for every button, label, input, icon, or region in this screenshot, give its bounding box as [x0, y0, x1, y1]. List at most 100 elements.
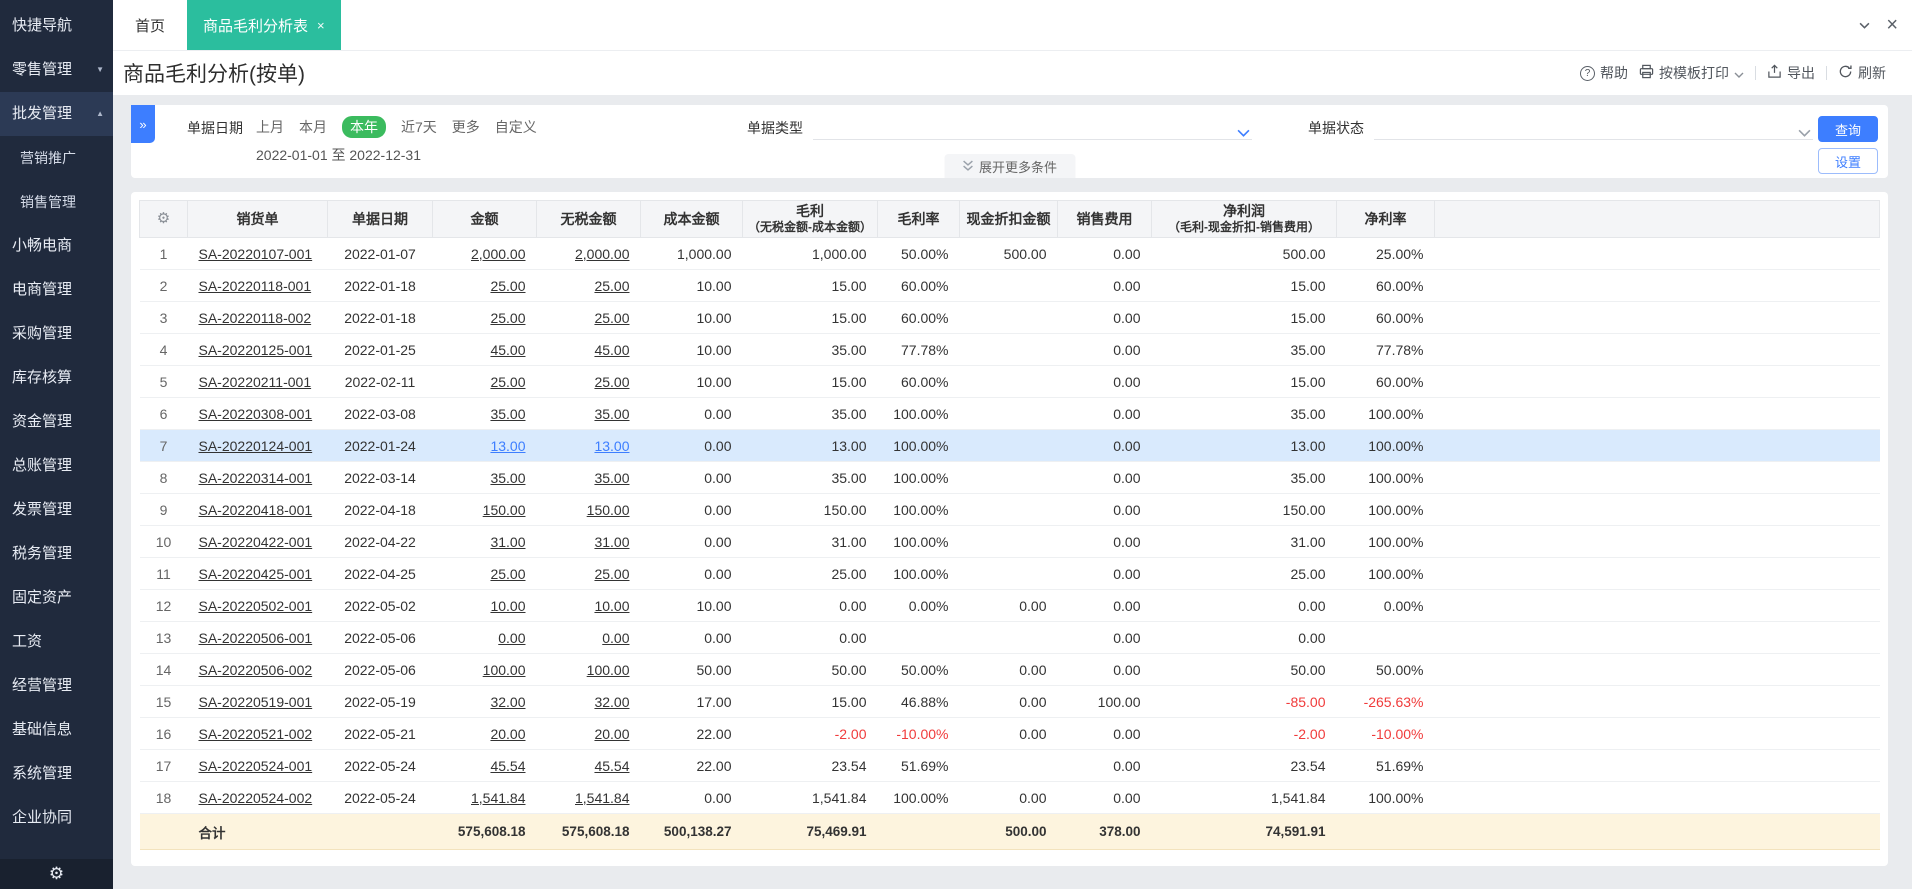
table-row[interactable]: 15 SA-20220519-001 2022-05-19 32.00 32.00 17.… — [139, 685, 1880, 718]
table-row[interactable]: 9 SA-20220418-001 2022-04-18 150.00 150.00 0.… — [139, 493, 1880, 526]
amount-link[interactable]: 2,000.00 — [471, 245, 526, 262]
tax-free-amount-link[interactable]: 13.00 — [594, 437, 630, 454]
table-row[interactable]: 16 SA-20220521-002 2022-05-21 20.00 20.00 22.… — [139, 717, 1880, 750]
table-row[interactable]: 3 SA-20220118-002 2022-01-18 25.00 25.00 10.0… — [139, 301, 1880, 334]
tab-list-chevron-down-icon[interactable] — [1859, 16, 1870, 34]
tax-free-amount-link[interactable]: 45.54 — [594, 757, 630, 774]
amount-link[interactable]: 1,541.84 — [471, 789, 526, 806]
date-range-value[interactable]: 2022-01-01 至 2022-12-31 — [256, 147, 422, 163]
filter-collapse-button[interactable]: » — [131, 105, 155, 143]
tax-free-amount-link[interactable]: 35.00 — [594, 469, 630, 486]
table-row[interactable]: 11 SA-20220425-001 2022-04-25 25.00 25.00 0.0… — [139, 557, 1880, 590]
sales-order-link[interactable]: SA-20220425-001 — [198, 565, 313, 582]
amount-link[interactable]: 45.00 — [490, 341, 526, 358]
amount-link[interactable]: 100.00 — [482, 661, 526, 678]
table-row[interactable]: 2 SA-20220118-001 2022-01-18 25.00 25.00 10.0… — [139, 269, 1880, 302]
tax-free-amount-link[interactable]: 45.00 — [594, 341, 630, 358]
amount-link[interactable]: 10.00 — [490, 597, 526, 614]
amount-link[interactable]: 0.00 — [498, 629, 526, 646]
sidebar-item-marketing[interactable]: 营销推广 — [0, 136, 113, 180]
window-close-icon[interactable]: × — [1886, 14, 1898, 36]
amount-link[interactable]: 45.54 — [490, 757, 526, 774]
sales-order-link[interactable]: SA-20220422-001 — [198, 533, 313, 550]
sidebar-item-collaboration[interactable]: 企业协同 — [0, 796, 113, 840]
sales-order-link[interactable]: SA-20220506-002 — [198, 661, 313, 678]
sidebar-item-sales[interactable]: 销售管理 — [0, 180, 113, 224]
sales-order-link[interactable]: SA-20220314-001 — [198, 469, 313, 486]
sales-order-link[interactable]: SA-20220519-001 — [198, 693, 313, 710]
sidebar-item-xiaochang-ecom[interactable]: 小畅电商 — [0, 224, 113, 268]
sales-order-link[interactable]: SA-20220308-001 — [198, 405, 313, 422]
table-row[interactable]: 14 SA-20220506-002 2022-05-06 100.00 100.00 5… — [139, 653, 1880, 686]
export-button[interactable]: 导出 — [1767, 63, 1815, 83]
sidebar-item-quick-nav[interactable]: 快捷导航 — [0, 4, 113, 48]
sidebar-item-system[interactable]: 系统管理 — [0, 752, 113, 796]
tax-free-amount-link[interactable]: 100.00 — [586, 661, 630, 678]
amount-link[interactable]: 25.00 — [490, 309, 526, 326]
sales-order-link[interactable]: SA-20220211-001 — [198, 373, 312, 390]
amount-link[interactable]: 31.00 — [490, 533, 526, 550]
sidebar-item-purchasing[interactable]: 采购管理 — [0, 312, 113, 356]
sidebar-item-retail[interactable]: 零售管理 ▼ — [0, 48, 113, 92]
table-row[interactable]: 13 SA-20220506-001 2022-05-06 0.00 0.00 0.00 0… — [139, 621, 1880, 654]
tax-free-amount-link[interactable]: 2,000.00 — [575, 245, 630, 262]
sales-order-link[interactable]: SA-20220124-001 — [198, 437, 313, 454]
table-row[interactable]: 4 SA-20220125-001 2022-01-25 45.00 45.00 10.0… — [139, 333, 1880, 366]
sales-order-link[interactable]: SA-20220125-001 — [198, 341, 313, 358]
sales-order-link[interactable]: SA-20220524-002 — [198, 789, 313, 806]
help-button[interactable]: ? 帮助 — [1580, 63, 1628, 83]
amount-link[interactable]: 25.00 — [490, 277, 526, 294]
amount-link[interactable]: 150.00 — [482, 501, 526, 518]
table-row[interactable]: 10 SA-20220422-001 2022-04-22 31.00 31.00 0.0… — [139, 525, 1880, 558]
tax-free-amount-link[interactable]: 32.00 — [594, 693, 630, 710]
tax-free-amount-link[interactable]: 0.00 — [602, 629, 630, 646]
amount-link[interactable]: 25.00 — [490, 565, 526, 582]
tax-free-amount-link[interactable]: 31.00 — [594, 533, 630, 550]
date-option-3-selected[interactable]: 本年 — [342, 116, 386, 138]
sidebar-item-inventory[interactable]: 库存核算 — [0, 356, 113, 400]
sales-order-link[interactable]: SA-20220521-002 — [198, 725, 313, 742]
sidebar-item-funds[interactable]: 资金管理 — [0, 400, 113, 444]
sidebar-item-base-info[interactable]: 基础信息 — [0, 708, 113, 752]
column-settings-gear-icon[interactable]: ⚙ — [139, 200, 188, 238]
table-row[interactable]: 12 SA-20220502-001 2022-05-02 10.00 10.00 10.… — [139, 589, 1880, 622]
amount-link[interactable]: 32.00 — [490, 693, 526, 710]
table-row[interactable]: 1 SA-20220107-001 2022-01-07 2,000.00 2,000.… — [139, 237, 1880, 270]
sidebar-item-operations[interactable]: 经营管理 — [0, 664, 113, 708]
sidebar-item-tax[interactable]: 税务管理 — [0, 532, 113, 576]
doc-status-select[interactable] — [1374, 116, 1813, 140]
tab-close-icon[interactable]: × — [317, 17, 325, 33]
tax-free-amount-link[interactable]: 20.00 — [594, 725, 630, 742]
query-button[interactable]: 查询 — [1818, 116, 1878, 142]
tab-gross-profit-report[interactable]: 商品毛利分析表 × — [187, 0, 341, 50]
tax-free-amount-link[interactable]: 1,541.84 — [575, 789, 630, 806]
sidebar-item-invoice[interactable]: 发票管理 — [0, 488, 113, 532]
tax-free-amount-link[interactable]: 25.00 — [594, 309, 630, 326]
sales-order-link[interactable]: SA-20220506-001 — [198, 629, 313, 646]
tax-free-amount-link[interactable]: 25.00 — [594, 565, 630, 582]
table-row[interactable]: 8 SA-20220314-001 2022-03-14 35.00 35.00 0.00… — [139, 461, 1880, 494]
sales-order-link[interactable]: SA-20220502-001 — [198, 597, 313, 614]
sales-order-link[interactable]: SA-20220118-002 — [198, 309, 312, 326]
sidebar-item-wholesale[interactable]: 批发管理 ▲ — [0, 92, 113, 136]
sidebar-item-fixed-assets[interactable]: 固定资产 — [0, 576, 113, 620]
tab-home[interactable]: 首页 — [113, 0, 187, 50]
expand-more-button[interactable]: 展开更多条件 — [943, 154, 1076, 178]
amount-link[interactable]: 20.00 — [490, 725, 526, 742]
sidebar-item-payroll[interactable]: 工资 — [0, 620, 113, 664]
table-row[interactable]: 7 SA-20220124-001 2022-01-24 13.00 13.00 0.00… — [139, 429, 1880, 462]
settings-button[interactable]: 设置 — [1818, 148, 1878, 174]
sales-order-link[interactable]: SA-20220107-001 — [198, 245, 313, 262]
sidebar-item-general-ledger[interactable]: 总账管理 — [0, 444, 113, 488]
tax-free-amount-link[interactable]: 150.00 — [586, 501, 630, 518]
amount-link[interactable]: 13.00 — [490, 437, 526, 454]
tax-free-amount-link[interactable]: 25.00 — [594, 277, 630, 294]
refresh-button[interactable]: 刷新 — [1838, 63, 1886, 83]
sidebar-item-ecommerce[interactable]: 电商管理 — [0, 268, 113, 312]
date-option-2[interactable]: 本月 — [299, 119, 327, 135]
table-row[interactable]: 17 SA-20220524-001 2022-05-24 45.54 45.54 22.… — [139, 749, 1880, 782]
sales-order-link[interactable]: SA-20220524-001 — [198, 757, 313, 774]
sales-order-link[interactable]: SA-20220418-001 — [198, 501, 313, 518]
sales-order-link[interactable]: SA-20220118-001 — [198, 277, 312, 294]
date-option-6[interactable]: 自定义 — [494, 119, 537, 135]
